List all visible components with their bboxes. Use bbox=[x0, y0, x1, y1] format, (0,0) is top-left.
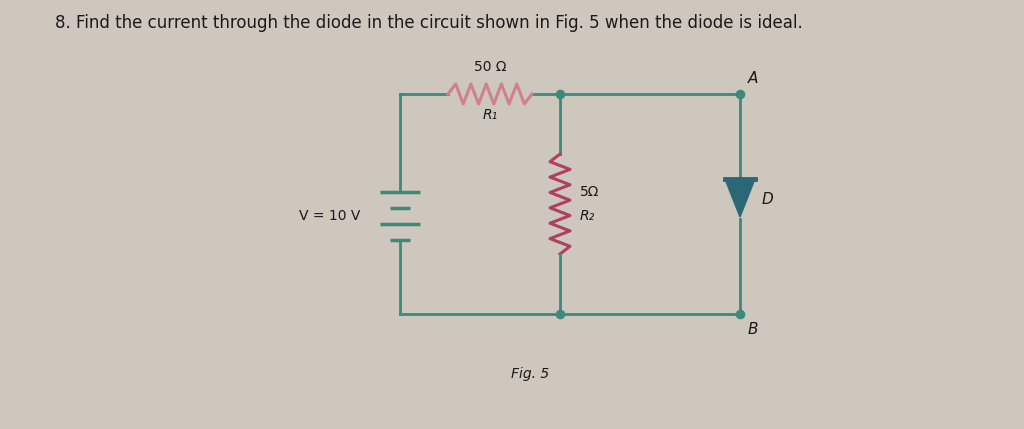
Text: 5Ω: 5Ω bbox=[580, 185, 599, 199]
Polygon shape bbox=[725, 179, 755, 217]
Text: B: B bbox=[748, 322, 759, 337]
Text: V = 10 V: V = 10 V bbox=[299, 209, 360, 223]
Text: D: D bbox=[762, 191, 774, 206]
Text: Fig. 5: Fig. 5 bbox=[511, 367, 549, 381]
Text: A: A bbox=[748, 71, 759, 86]
Point bbox=[552, 91, 568, 97]
Text: 8. Find the current through the diode in the circuit shown in Fig. 5 when the di: 8. Find the current through the diode in… bbox=[55, 14, 803, 32]
Point bbox=[732, 91, 749, 97]
Text: R₁: R₁ bbox=[482, 108, 498, 122]
Text: 50 Ω: 50 Ω bbox=[474, 60, 506, 74]
Point bbox=[732, 311, 749, 317]
Text: R₂: R₂ bbox=[580, 209, 595, 223]
Point bbox=[552, 311, 568, 317]
